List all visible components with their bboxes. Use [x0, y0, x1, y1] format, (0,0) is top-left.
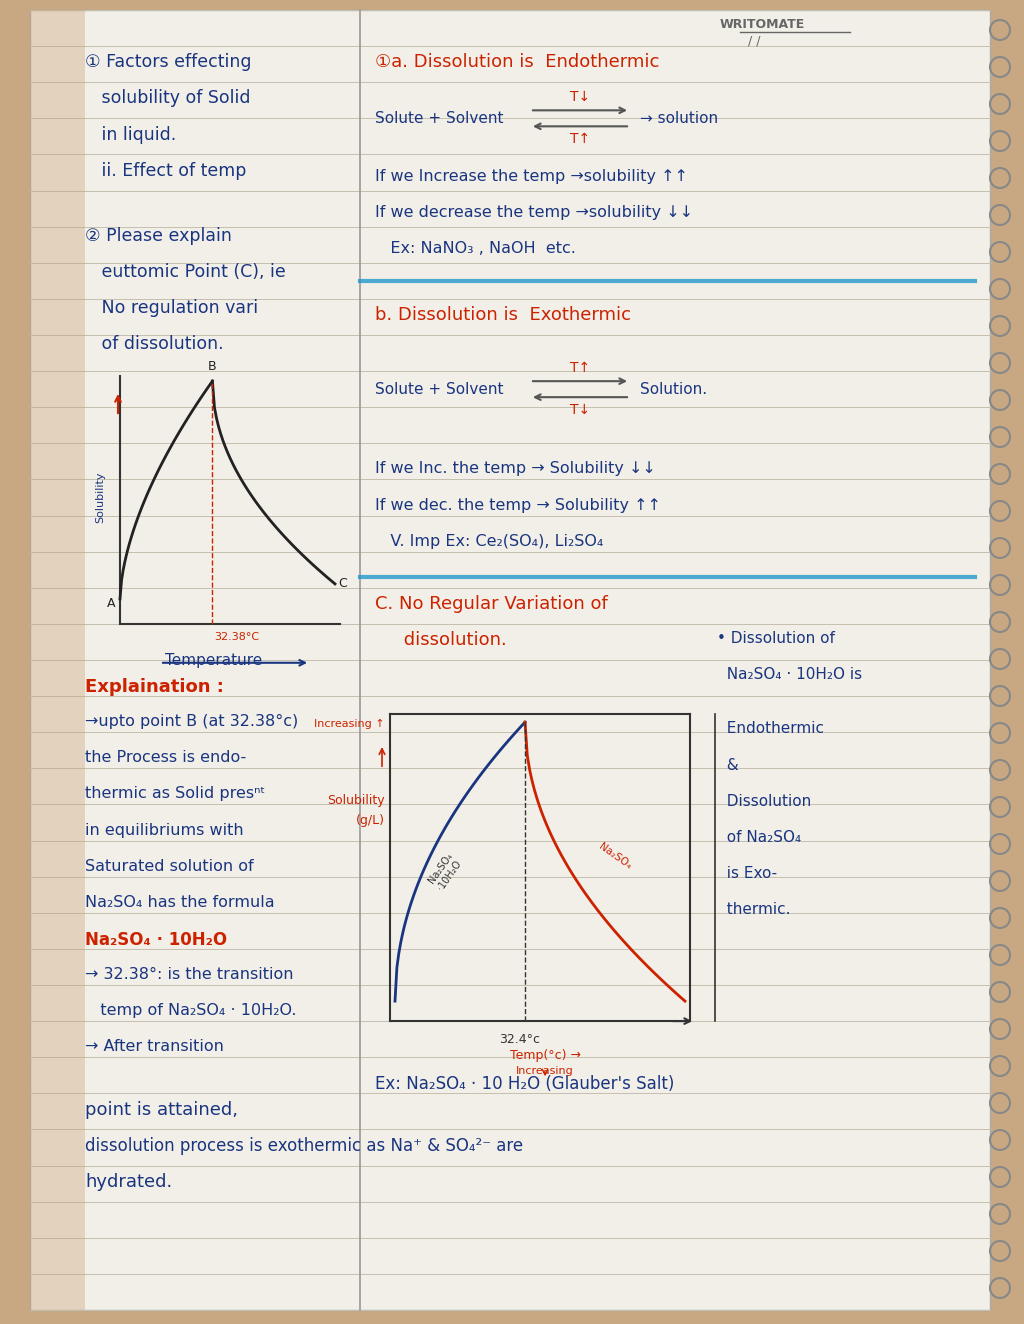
Text: Solubility: Solubility — [95, 471, 105, 523]
Text: is Exo-: is Exo- — [717, 866, 777, 880]
Text: ② Please explain: ② Please explain — [85, 226, 231, 245]
Text: → 32.38°: is the transition: → 32.38°: is the transition — [85, 967, 294, 982]
Text: solubility of Solid: solubility of Solid — [85, 90, 251, 107]
Text: Na₂SO₄ · 10H₂O: Na₂SO₄ · 10H₂O — [85, 931, 227, 949]
Text: T↑: T↑ — [570, 132, 590, 147]
Text: Saturated solution of: Saturated solution of — [85, 858, 254, 874]
Text: T↓: T↓ — [570, 404, 590, 417]
Text: Endothermic: Endothermic — [717, 722, 823, 736]
Text: T↓: T↓ — [570, 90, 590, 105]
Text: / /: / / — [748, 34, 761, 46]
Text: 32.38°C: 32.38°C — [214, 632, 259, 642]
Text: WRITOMATE: WRITOMATE — [720, 19, 805, 30]
Text: Solution.: Solution. — [640, 381, 708, 397]
Text: Na₂SO₄ has the formula: Na₂SO₄ has the formula — [85, 895, 274, 910]
Text: b. Dissolution is  Exothermic: b. Dissolution is Exothermic — [375, 306, 631, 324]
Text: Ex: Na₂SO₄ · 10 H₂O (Glauber's Salt): Ex: Na₂SO₄ · 10 H₂O (Glauber's Salt) — [375, 1075, 675, 1094]
Text: Solute + Solvent: Solute + Solvent — [375, 381, 504, 397]
Text: If we Inc. the temp → Solubility ↓↓: If we Inc. the temp → Solubility ↓↓ — [375, 461, 655, 477]
Text: Solubility: Solubility — [328, 794, 385, 808]
Text: 32.4°c: 32.4°c — [500, 1033, 541, 1046]
Text: A: A — [106, 597, 115, 610]
Text: → After transition: → After transition — [85, 1039, 224, 1054]
Text: thermic as Solid presⁿᵗ: thermic as Solid presⁿᵗ — [85, 786, 265, 801]
Text: Explaination :: Explaination : — [85, 678, 224, 696]
Text: C: C — [338, 577, 347, 591]
Text: Solute + Solvent: Solute + Solvent — [375, 111, 504, 126]
Text: V. Imp Ex: Ce₂(SO₄), Li₂SO₄: V. Imp Ex: Ce₂(SO₄), Li₂SO₄ — [375, 534, 603, 548]
Text: No regulation vari: No regulation vari — [85, 299, 258, 316]
Text: Dissolution: Dissolution — [717, 793, 811, 809]
Text: ① Factors effecting: ① Factors effecting — [85, 53, 252, 71]
Text: Na₂SO₄
·10H₂O: Na₂SO₄ ·10H₂O — [426, 851, 464, 892]
Text: (g/L): (g/L) — [356, 814, 385, 828]
Text: If we dec. the temp → Solubility ↑↑: If we dec. the temp → Solubility ↑↑ — [375, 498, 660, 512]
Bar — [30, 11, 85, 1309]
Text: Increasing: Increasing — [516, 1066, 573, 1076]
Text: euttomic Point (C), ie: euttomic Point (C), ie — [85, 262, 286, 281]
Text: →upto point B (at 32.38°c): →upto point B (at 32.38°c) — [85, 714, 298, 730]
Text: temp of Na₂SO₄ · 10H₂O.: temp of Na₂SO₄ · 10H₂O. — [85, 1004, 297, 1018]
Text: • Dissolution of: • Dissolution of — [717, 632, 835, 646]
Text: → solution: → solution — [640, 111, 718, 126]
Text: C. No Regular Variation of: C. No Regular Variation of — [375, 594, 608, 613]
Text: Temperature: Temperature — [165, 653, 262, 667]
Text: dissolution process is exothermic as Na⁺ & SO₄²⁻ are: dissolution process is exothermic as Na⁺… — [85, 1137, 523, 1155]
Text: ii. Effect of temp: ii. Effect of temp — [85, 162, 247, 180]
Text: B: B — [208, 360, 217, 373]
Text: of dissolution.: of dissolution. — [85, 335, 223, 354]
Text: Na₂SO₄ · 10H₂O is: Na₂SO₄ · 10H₂O is — [717, 667, 862, 682]
Text: If we decrease the temp →solubility ↓↓: If we decrease the temp →solubility ↓↓ — [375, 205, 693, 220]
Text: Temp(°c) →: Temp(°c) → — [510, 1049, 581, 1062]
Text: ①a. Dissolution is  Endothermic: ①a. Dissolution is Endothermic — [375, 53, 659, 71]
Text: point is attained,: point is attained, — [85, 1100, 238, 1119]
Text: in liquid.: in liquid. — [85, 126, 176, 143]
Text: dissolution.: dissolution. — [375, 632, 507, 649]
Text: of Na₂SO₄: of Na₂SO₄ — [717, 830, 801, 845]
Text: in equilibriums with: in equilibriums with — [85, 822, 244, 838]
Text: T↑: T↑ — [570, 361, 590, 375]
Text: Na₂SO₄: Na₂SO₄ — [597, 842, 633, 871]
Text: If we Increase the temp →solubility ↑↑: If we Increase the temp →solubility ↑↑ — [375, 169, 688, 184]
Text: thermic.: thermic. — [717, 902, 791, 918]
Text: Increasing ↑: Increasing ↑ — [314, 719, 385, 730]
Text: the Process is endo-: the Process is endo- — [85, 751, 246, 765]
Text: hydrated.: hydrated. — [85, 1173, 172, 1190]
Text: &: & — [717, 757, 738, 772]
Text: Ex: NaNO₃ , NaOH  etc.: Ex: NaNO₃ , NaOH etc. — [375, 241, 575, 256]
